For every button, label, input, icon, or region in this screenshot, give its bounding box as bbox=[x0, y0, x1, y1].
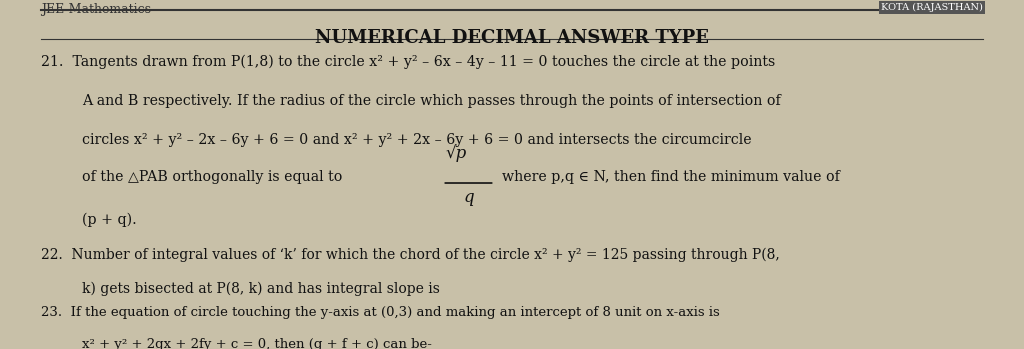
Text: k) gets bisected at P(8, k) and has integral slope is: k) gets bisected at P(8, k) and has inte… bbox=[82, 282, 439, 296]
Text: where p,q ∈ N, then find the minimum value of: where p,q ∈ N, then find the minimum val… bbox=[502, 170, 840, 184]
Text: (p + q).: (p + q). bbox=[82, 212, 136, 227]
Text: q: q bbox=[464, 190, 474, 207]
Text: NUMERICAL DECIMAL ANSWER TYPE: NUMERICAL DECIMAL ANSWER TYPE bbox=[315, 29, 709, 47]
Text: 21.  Tangents drawn from P(1,8) to the circle x² + y² – 6x – 4y – 11 = 0 touches: 21. Tangents drawn from P(1,8) to the ci… bbox=[41, 55, 775, 69]
Text: 23.  If the equation of circle touching the y-axis at (0,3) and making an interc: 23. If the equation of circle touching t… bbox=[41, 306, 720, 319]
Text: x² + y² + 2gx + 2fy + c = 0, then (g + f + c) can be-: x² + y² + 2gx + 2fy + c = 0, then (g + f… bbox=[82, 339, 432, 349]
Text: of the △PAB orthogonally is equal to: of the △PAB orthogonally is equal to bbox=[82, 170, 342, 184]
Text: 22.  Number of integral values of ‘k’ for which the chord of the circle x² + y² : 22. Number of integral values of ‘k’ for… bbox=[41, 248, 779, 262]
Text: √p: √p bbox=[445, 144, 467, 162]
Text: circles x² + y² – 2x – 6y + 6 = 0 and x² + y² + 2x – 6y + 6 = 0 and intersects t: circles x² + y² – 2x – 6y + 6 = 0 and x²… bbox=[82, 133, 752, 147]
Text: JEE-Mathematics: JEE-Mathematics bbox=[41, 3, 151, 16]
Text: A and B respectively. If the radius of the circle which passes through the point: A and B respectively. If the radius of t… bbox=[82, 94, 780, 108]
Text: KOTA (RAJASTHAN): KOTA (RAJASTHAN) bbox=[882, 3, 983, 12]
